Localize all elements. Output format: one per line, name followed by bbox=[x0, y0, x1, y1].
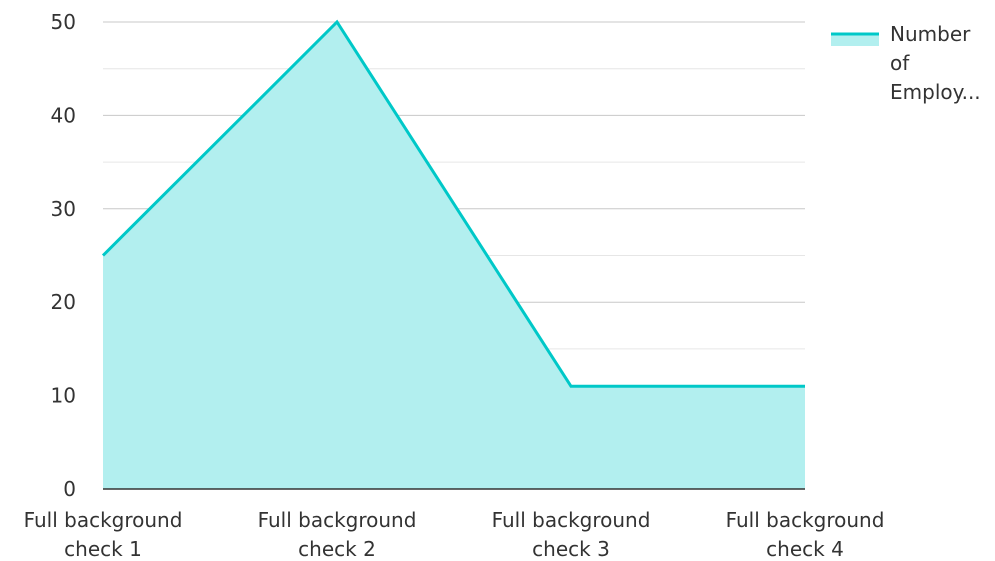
x-tick-label: Full background check 3 bbox=[492, 508, 651, 561]
x-tick-label: Full background check 4 bbox=[726, 508, 885, 561]
axes: 0 10 20 30 40 50 Full background check 1 Full ba… bbox=[24, 10, 885, 561]
y-tick-label: 50 bbox=[51, 10, 76, 34]
y-tick-label: 0 bbox=[63, 477, 76, 501]
plot-area bbox=[101, 19, 805, 489]
legend: Number of Employ... bbox=[831, 22, 981, 104]
series-area-fill bbox=[103, 22, 805, 489]
y-tick-label: 10 bbox=[51, 384, 76, 408]
x-tick-label: Full background check 2 bbox=[258, 508, 417, 561]
series-line bbox=[101, 19, 805, 388]
y-tick-label: 20 bbox=[51, 290, 76, 314]
y-tick-label: 30 bbox=[51, 197, 76, 221]
y-tick-label: 40 bbox=[51, 103, 76, 127]
legend-label: Number of Employ... bbox=[890, 22, 981, 104]
legend-swatch-fill bbox=[831, 34, 879, 46]
x-tick-label: Full background check 1 bbox=[24, 508, 183, 561]
